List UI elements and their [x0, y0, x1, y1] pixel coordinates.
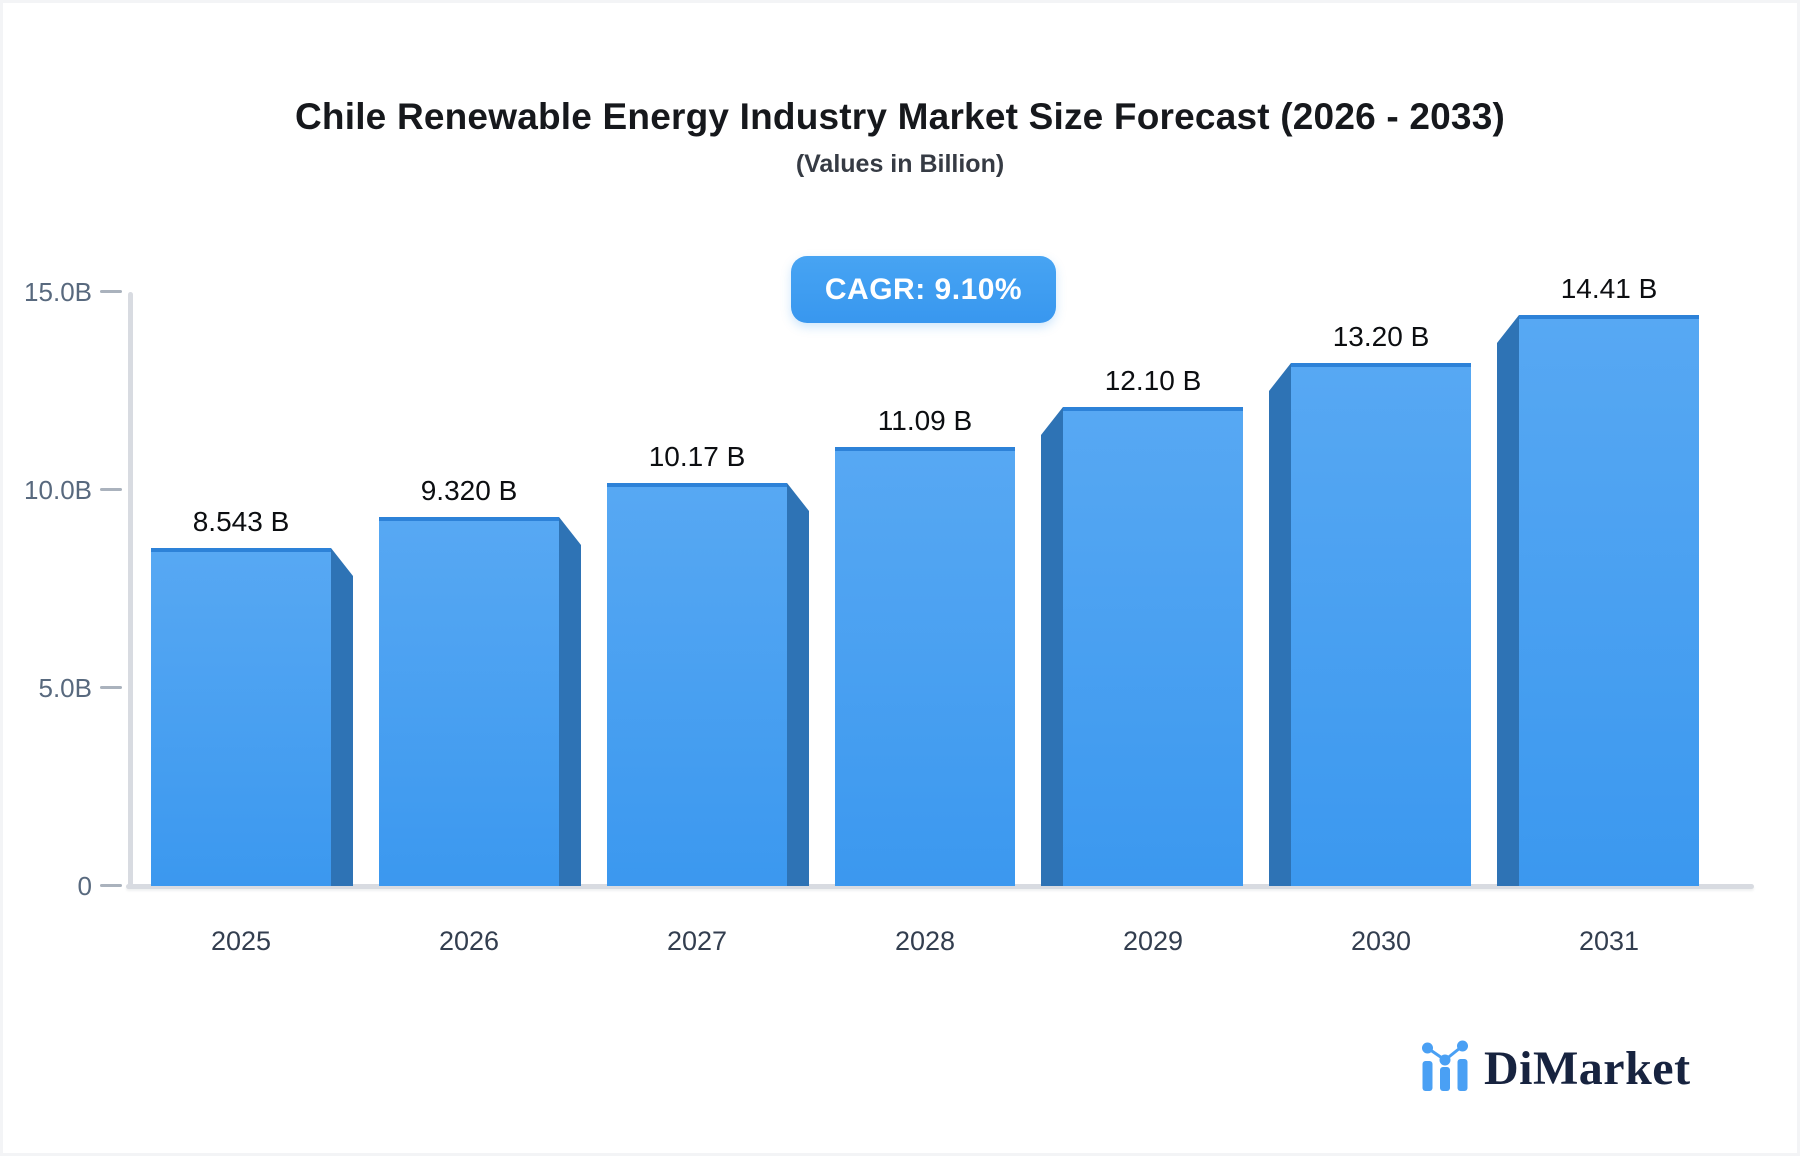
- bar-value-label-2030: 13.20 B: [1332, 321, 1430, 352]
- y-axis-tick-mark: [100, 290, 122, 293]
- bar-2030[interactable]: [1291, 363, 1471, 886]
- x-axis-line: [126, 884, 1754, 889]
- cagr-badge: CAGR: 9.10%: [791, 256, 1056, 323]
- y-axis-tick-label: 5.0B: [38, 673, 93, 703]
- cagr-badge-label: CAGR: 9.10%: [824, 272, 1023, 306]
- bar-side-2026: [559, 517, 581, 886]
- y-axis-tick-mark: [100, 884, 122, 887]
- x-axis-tick-label-2029: 2029: [1122, 926, 1184, 956]
- bar-side-2030: [1269, 363, 1291, 886]
- y-axis-tick-label: 10.0B: [24, 475, 92, 505]
- bar-value-label-2029: 12.10 B: [1104, 365, 1202, 396]
- chart-title: Chile Renewable Energy Industry Market S…: [295, 96, 1505, 137]
- bar-2031[interactable]: [1519, 315, 1699, 886]
- chart-subtitle: (Values in Billion): [795, 150, 1005, 178]
- bar-2027[interactable]: [607, 483, 787, 886]
- bar-side-2031: [1497, 315, 1519, 886]
- x-axis-tick-label-2027: 2027: [666, 926, 728, 956]
- bar-value-label-2026: 9.320 B: [420, 475, 518, 506]
- bar-value-label-2028: 11.09 B: [877, 405, 973, 436]
- bar-2026[interactable]: [379, 517, 559, 886]
- dimarket-logo: DiMarket: [1421, 1033, 1691, 1095]
- bar-2025[interactable]: [151, 548, 331, 886]
- y-axis-tick-label: 0: [77, 871, 92, 901]
- x-axis-tick-label-2025: 2025: [210, 926, 272, 956]
- dimarket-logo-text: DiMarket: [1484, 1042, 1691, 1095]
- bar-2028[interactable]: [835, 447, 1015, 886]
- x-axis-tick-label-2030: 2030: [1350, 926, 1412, 956]
- x-axis-tick-label-2031: 2031: [1578, 926, 1640, 956]
- y-axis-tick-label: 15.0B: [24, 277, 92, 307]
- y-axis-tick-mark: [100, 488, 122, 491]
- bar-value-label-2031: 14.41 B: [1560, 273, 1658, 304]
- bar-value-label-2025: 8.543 B: [192, 506, 290, 537]
- mini-bar-chart-icon: [1422, 1040, 1468, 1091]
- bar-side-2027: [787, 483, 809, 886]
- x-axis-tick-label-2028: 2028: [894, 926, 956, 956]
- bar-2029[interactable]: [1063, 407, 1243, 886]
- y-axis-tick-mark: [100, 686, 122, 689]
- x-axis-tick-label-2026: 2026: [438, 926, 500, 956]
- bar-side-2025: [331, 548, 353, 886]
- y-axis-line: [128, 292, 133, 888]
- bar-side-2029: [1041, 407, 1063, 886]
- bar-value-label-2027: 10.17 B: [648, 441, 746, 472]
